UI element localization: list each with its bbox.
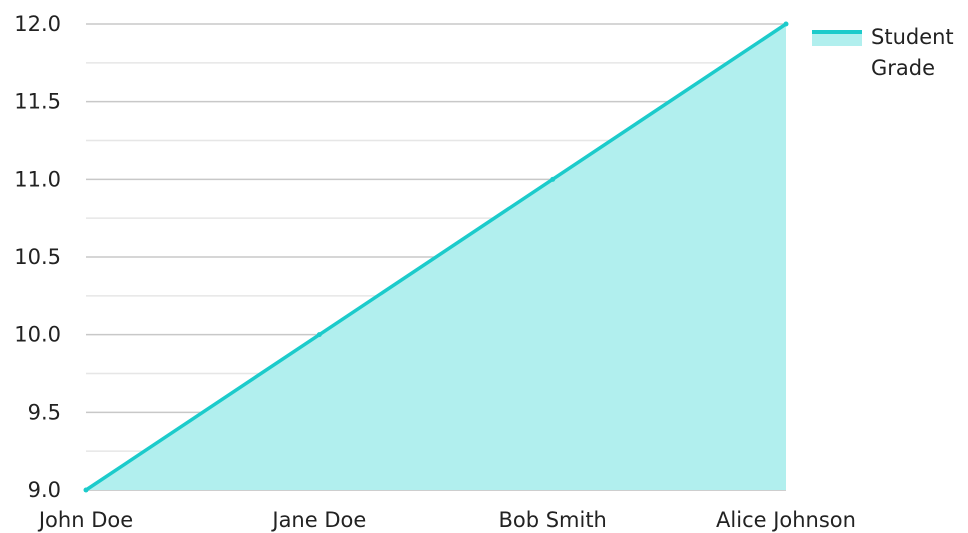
legend-swatch-fill <box>812 33 862 46</box>
legend-swatch <box>812 30 862 46</box>
x-tick-label: Jane Doe <box>270 508 366 532</box>
series-line <box>85 22 787 492</box>
y-tick-label: 11.0 <box>14 167 61 191</box>
x-tick-label: John Doe <box>37 508 133 532</box>
data-point <box>783 21 789 27</box>
data-point <box>316 332 322 338</box>
y-tick-label: 12.0 <box>14 12 61 36</box>
data-point <box>83 487 89 493</box>
y-tick-label: 10.0 <box>14 323 61 347</box>
x-axis-tick-labels: John Doe Jane Doe Bob Smith Alice Johnson <box>37 508 856 532</box>
legend-swatch-line <box>812 30 862 34</box>
legend: Student Grade <box>812 22 967 84</box>
y-tick-label: 9.5 <box>28 400 61 424</box>
x-tick-label: Alice Johnson <box>716 508 856 532</box>
y-tick-label: 9.0 <box>28 478 61 502</box>
series-line-group <box>83 21 789 493</box>
x-tick-label: Bob Smith <box>498 508 606 532</box>
y-axis-tick-labels: 9.0 9.5 10.0 10.5 11.0 11.5 12.0 <box>14 12 61 502</box>
y-tick-label: 10.5 <box>14 245 61 269</box>
y-tick-label: 11.5 <box>14 90 61 114</box>
data-point <box>550 176 556 182</box>
legend-label-student-grade: Student Grade <box>871 25 954 80</box>
